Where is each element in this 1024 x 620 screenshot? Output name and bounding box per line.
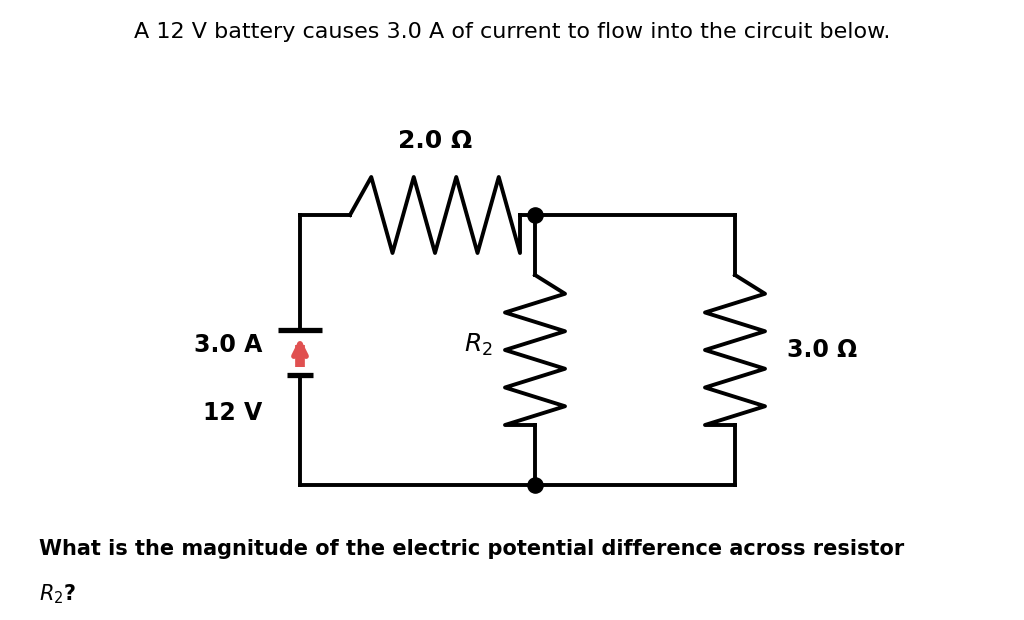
Text: What is the magnitude of the electric potential difference across resistor: What is the magnitude of the electric po… (39, 539, 904, 559)
Text: $R_2$?: $R_2$? (39, 583, 76, 606)
Text: 12 V: 12 V (203, 401, 262, 425)
Point (526, 210, 543, 220)
Text: 2.0 Ω: 2.0 Ω (398, 129, 472, 153)
Text: A 12 V battery causes 3.0 A of current to flow into the circuit below.: A 12 V battery causes 3.0 A of current t… (134, 22, 890, 42)
Text: $R_2$: $R_2$ (464, 332, 493, 358)
Text: 3.0 A: 3.0 A (194, 332, 262, 356)
Text: 3.0 Ω: 3.0 Ω (787, 338, 857, 362)
Point (526, 480, 543, 490)
